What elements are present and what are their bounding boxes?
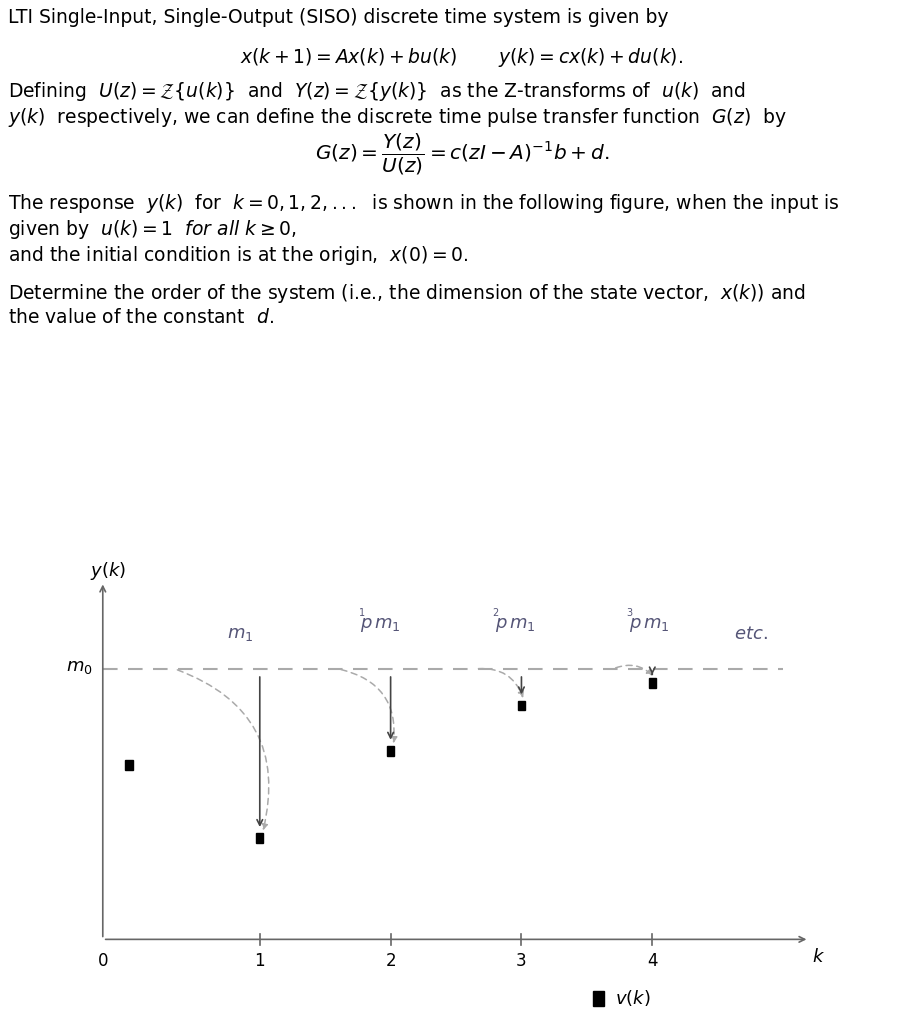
Text: 0: 0 — [98, 951, 108, 969]
Text: $y(k)$  respectively, we can define the discrete time pulse transfer function  $: $y(k)$ respectively, we can define the d… — [8, 106, 786, 129]
Text: Determine the order of the system (i.e., the dimension of the state vector,  $x(: Determine the order of the system (i.e.,… — [8, 282, 806, 305]
FancyArrowPatch shape — [479, 668, 523, 697]
FancyArrowPatch shape — [177, 670, 269, 829]
Bar — [126, 760, 132, 770]
Text: $y(k)$: $y(k)$ — [90, 560, 126, 582]
Text: The response  $y(k)$  for  $k = 0,1,2, ...$  is shown in the following figure, w: The response $y(k)$ for $k = 0,1,2, ...$… — [8, 192, 840, 215]
Text: $\mathit{p\,m_1}$: $\mathit{p\,m_1}$ — [359, 615, 400, 634]
Text: LTI Single-Input, Single-Output (SISO) discrete time system is given by: LTI Single-Input, Single-Output (SISO) d… — [8, 8, 668, 27]
Text: $G(z) = \dfrac{Y(z)}{U(z)} = c(zI - A)^{-1}b + d.$: $G(z) = \dfrac{Y(z)}{U(z)} = c(zI - A)^{… — [315, 132, 609, 177]
Bar — [387, 746, 395, 755]
FancyArrowPatch shape — [615, 665, 651, 675]
Bar — [593, 992, 604, 1006]
Text: $\mathit{^2}$: $\mathit{^2}$ — [492, 607, 499, 622]
Text: $v(k)$: $v(k)$ — [614, 989, 650, 1009]
Text: 4: 4 — [647, 951, 658, 969]
Text: $\mathit{p\,m_1}$: $\mathit{p\,m_1}$ — [494, 615, 535, 634]
Text: $k$: $k$ — [812, 948, 825, 966]
Text: given by  $u(k) = 1$  $for\ all\ k \geq 0,$: given by $u(k) = 1$ $for\ all\ k \geq 0,… — [8, 218, 297, 241]
Text: 1: 1 — [254, 951, 265, 969]
Text: $\mathit{^1}$: $\mathit{^1}$ — [359, 607, 366, 622]
Text: $m_0$: $m_0$ — [66, 658, 92, 676]
Text: Defining  $U(z) = \mathcal{Z}\{u(k)\}$  and  $Y(z) = \mathcal{Z}\{y(k)\}$  as th: Defining $U(z) = \mathcal{Z}\{u(k)\}$ an… — [8, 80, 746, 103]
Bar — [649, 678, 656, 687]
Text: the value of the constant  $d$.: the value of the constant $d$. — [8, 308, 274, 327]
Text: $x(k + 1) = Ax(k) + bu(k)$       $y(k) = cx(k) + du(k).$: $x(k + 1) = Ax(k) + bu(k)$ $y(k) = cx(k)… — [240, 46, 684, 69]
Text: $m_1$: $m_1$ — [227, 625, 253, 643]
Bar — [256, 834, 263, 843]
Text: $\mathit{p\,m_1}$: $\mathit{p\,m_1}$ — [629, 615, 670, 634]
Text: $\mathit{^3}$: $\mathit{^3}$ — [626, 607, 634, 622]
FancyArrowPatch shape — [341, 669, 396, 741]
Bar — [517, 701, 525, 711]
Text: $\mathit{etc.}$: $\mathit{etc.}$ — [734, 625, 767, 643]
Text: and the initial condition is at the origin,  $x(0) = 0.$: and the initial condition is at the orig… — [8, 244, 468, 267]
Text: 2: 2 — [385, 951, 395, 969]
Text: 3: 3 — [517, 951, 527, 969]
